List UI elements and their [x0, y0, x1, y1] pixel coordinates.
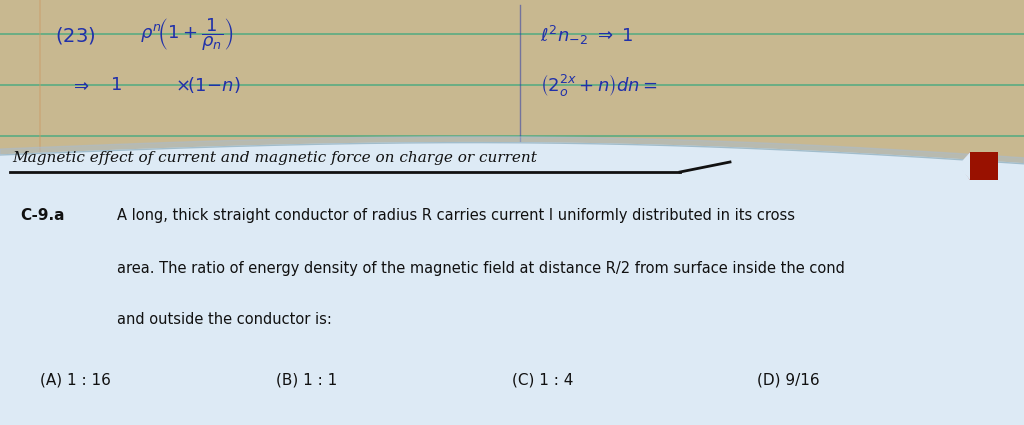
Text: $\left(2_{o}^{2x}+n\right)dn=$: $\left(2_{o}^{2x}+n\right)dn=$ [540, 72, 658, 98]
Text: $1$: $1$ [110, 76, 122, 94]
Text: C-9.a: C-9.a [20, 207, 65, 223]
Text: (A) 1 : 16: (A) 1 : 16 [40, 372, 111, 388]
Text: (D) 9/16: (D) 9/16 [757, 372, 819, 388]
Polygon shape [958, 152, 970, 180]
Text: area. The ratio of energy density of the magnetic field at distance R/2 from sur: area. The ratio of energy density of the… [117, 261, 845, 275]
Text: A long, thick straight conductor of radius R carries current I uniformly distrib: A long, thick straight conductor of radi… [117, 207, 795, 223]
Text: and outside the conductor is:: and outside the conductor is: [117, 312, 332, 328]
Text: $(23)$: $(23)$ [55, 25, 95, 45]
Text: $\times\!\left(1\!-\!n\right)$: $\times\!\left(1\!-\!n\right)$ [175, 75, 241, 95]
Polygon shape [0, 0, 1024, 199]
Text: $\rho^{n}\!\left(1+\dfrac{1}{\rho_n}\right)$: $\rho^{n}\!\left(1+\dfrac{1}{\rho_n}\rig… [140, 17, 233, 53]
Polygon shape [961, 152, 970, 180]
Text: Magnetic effect of current and magnetic force on charge or current: Magnetic effect of current and magnetic … [12, 151, 537, 165]
Polygon shape [0, 143, 1024, 425]
Text: $\Rightarrow$: $\Rightarrow$ [70, 76, 90, 94]
Text: (C) 1 : 4: (C) 1 : 4 [512, 372, 573, 388]
Text: $\ell^{2}n_{-2}\ \Rightarrow\ 1$: $\ell^{2}n_{-2}\ \Rightarrow\ 1$ [540, 23, 634, 47]
Text: (B) 1 : 1: (B) 1 : 1 [276, 372, 337, 388]
Bar [970, 152, 998, 180]
